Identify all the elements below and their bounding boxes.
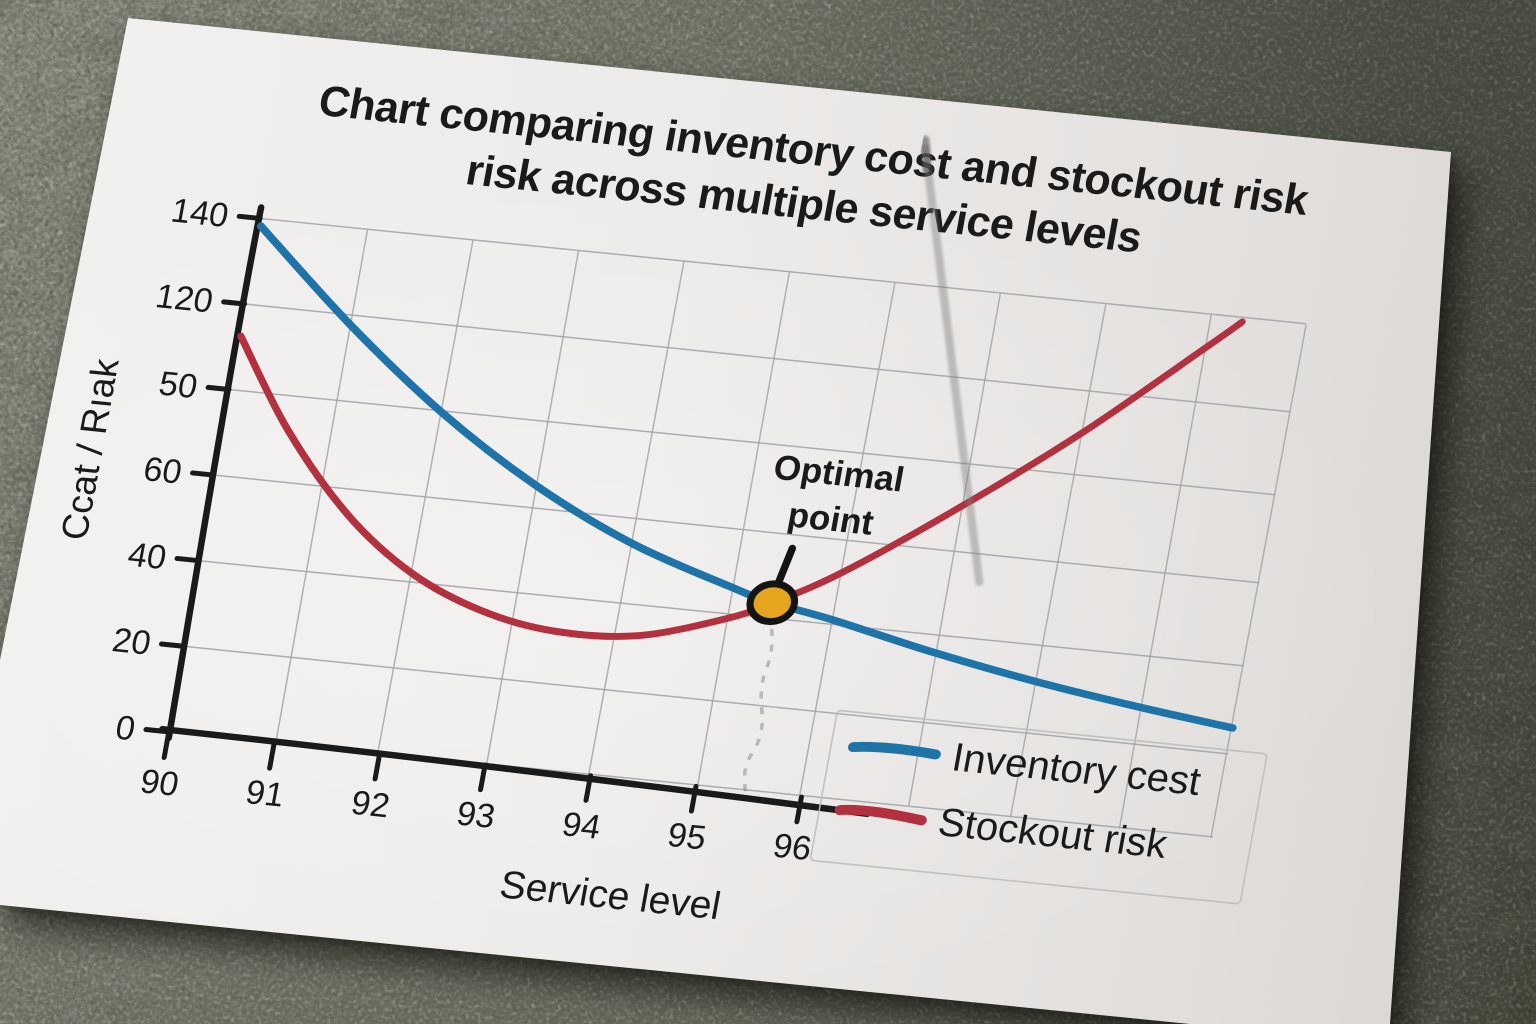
gridline-horizontal bbox=[182, 645, 1229, 755]
legend-swatch-inventory-cost bbox=[847, 741, 941, 760]
y-axis-label: Ccat / Rıak bbox=[52, 357, 127, 542]
x-tick bbox=[267, 741, 277, 771]
legend-swatch-stockout-risk bbox=[834, 804, 927, 826]
y-tick bbox=[190, 470, 217, 478]
gridline-vertical bbox=[377, 239, 474, 754]
x-tick bbox=[478, 762, 488, 793]
gridline-vertical bbox=[907, 293, 1002, 808]
streak-artifact bbox=[921, 144, 984, 586]
optimal-point-marker bbox=[746, 580, 799, 626]
legend-box bbox=[810, 709, 1268, 905]
y-tick-label: 50 bbox=[156, 365, 200, 406]
gridline-vertical bbox=[1118, 314, 1212, 829]
x-tick bbox=[688, 783, 699, 814]
x-tick bbox=[161, 730, 172, 760]
legend-label-stockout-risk: Stockout risk bbox=[935, 800, 1172, 867]
optimal-point-stem bbox=[773, 544, 797, 589]
gridline-horizontal bbox=[244, 303, 1291, 413]
x-tick-label: 96 bbox=[770, 827, 814, 868]
optimal-point-annotation-line-2: point bbox=[785, 496, 877, 543]
y-tick-label: 120 bbox=[153, 277, 216, 320]
gridline-vertical bbox=[798, 282, 896, 796]
x-tick-label: 93 bbox=[454, 795, 498, 836]
y-tick-label: 40 bbox=[125, 536, 169, 577]
gridline-horizontal bbox=[259, 217, 1307, 325]
chart-plot-layer: 140 120 50 60 40 20 0 90 91 92 93 94 95 96 bbox=[109, 192, 1307, 868]
y-tick bbox=[143, 727, 170, 735]
gridline-vertical bbox=[1009, 304, 1107, 818]
y-tick bbox=[158, 641, 185, 649]
x-tick bbox=[372, 751, 383, 782]
y-tick bbox=[221, 299, 248, 307]
printed-chart: 140 120 50 60 40 20 0 90 91 92 93 94 95 96 Chart comp… bbox=[0, 18, 1441, 1024]
legend-label-inventory-cost: Inventory cest bbox=[949, 736, 1205, 805]
gridline-vertical bbox=[696, 272, 791, 786]
x-tick-label: 92 bbox=[348, 784, 392, 825]
y-tick bbox=[205, 384, 232, 392]
x-axis-label: Service level bbox=[496, 863, 724, 928]
gridline-horizontal bbox=[213, 474, 1260, 584]
chart-overlay-layer bbox=[742, 135, 1268, 905]
gridline-vertical bbox=[1210, 324, 1307, 838]
gridline-horizontal bbox=[228, 388, 1276, 496]
y-tick-label: 140 bbox=[168, 192, 231, 235]
y-axis-spine bbox=[165, 204, 265, 742]
y-tick bbox=[174, 555, 201, 564]
y-tick-label: 0 bbox=[113, 709, 139, 748]
x-tick-label: 95 bbox=[665, 816, 709, 857]
gridline-horizontal bbox=[197, 559, 1245, 667]
curve-stockout-risk bbox=[237, 318, 1246, 640]
y-tick-label: 60 bbox=[140, 450, 184, 491]
curve-inventory-cest bbox=[256, 222, 1237, 732]
x-tick-label: 91 bbox=[243, 773, 287, 814]
gridline-vertical bbox=[485, 250, 580, 765]
y-tick bbox=[236, 213, 263, 221]
y-tick-label: 20 bbox=[109, 621, 153, 662]
scribble-artifact bbox=[742, 628, 774, 800]
gridline-vertical bbox=[587, 261, 685, 775]
x-tick-label: 94 bbox=[559, 805, 603, 846]
x-tick-label: 90 bbox=[137, 763, 181, 804]
x-tick bbox=[583, 773, 594, 803]
streak-artifact-dark-tip bbox=[920, 135, 932, 176]
x-axis-spine bbox=[158, 725, 871, 818]
x-tick bbox=[794, 794, 804, 825]
